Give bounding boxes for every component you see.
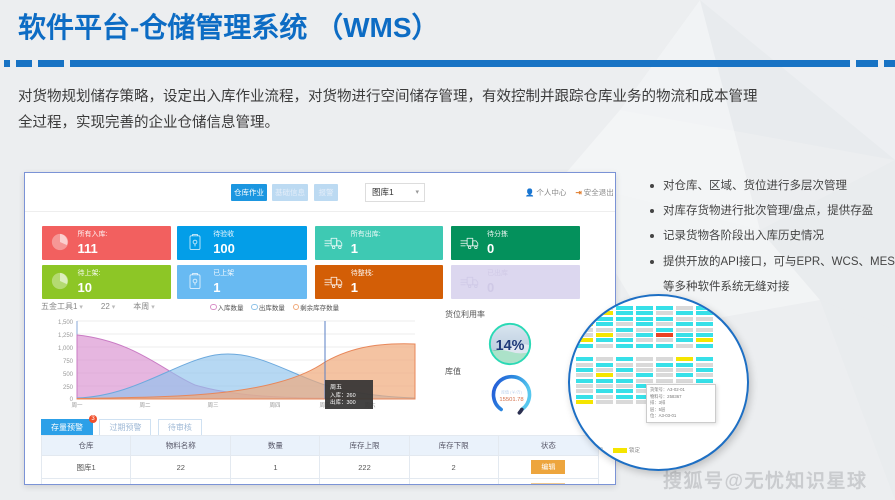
svg-text:库值 (￥/万): 库值 (￥/万) <box>501 389 523 395</box>
svg-text:14%: 14% <box>496 338 525 354</box>
svg-text:15501.78: 15501.78 <box>499 397 523 403</box>
